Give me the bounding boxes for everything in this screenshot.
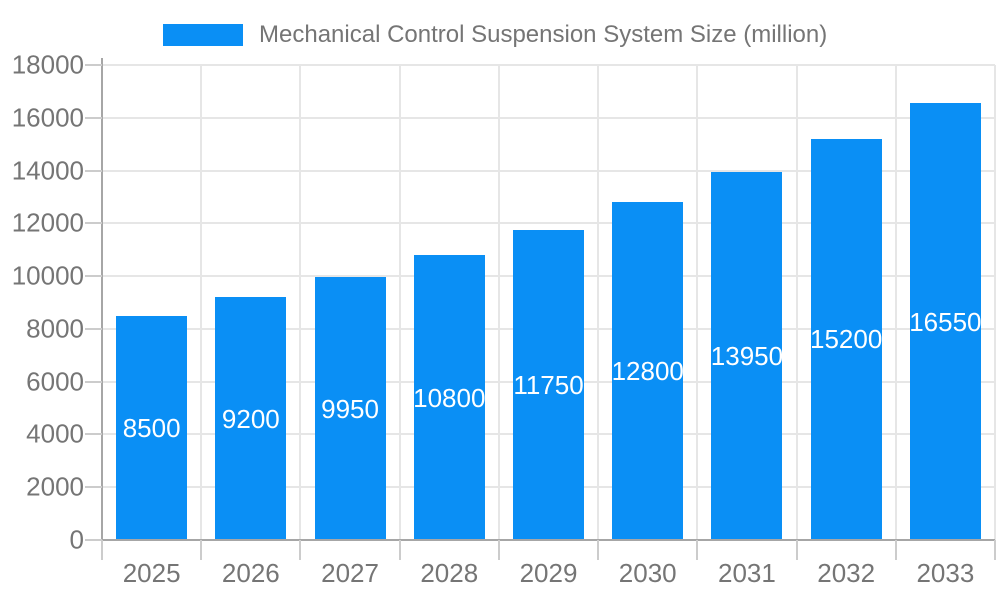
x-axis-tick — [101, 540, 103, 560]
gridline-v — [398, 65, 401, 540]
gridline-v — [200, 65, 203, 540]
gridline-v — [795, 65, 798, 540]
x-axis-label: 2026 — [221, 558, 280, 588]
x-axis-label: 2028 — [420, 558, 479, 588]
x-axis-label: 2031 — [718, 558, 776, 588]
y-axis-label: 14000 — [11, 155, 84, 186]
bar — [909, 103, 981, 540]
y-axis-tick — [85, 486, 102, 489]
gridline-h — [102, 64, 995, 66]
y-axis-tick — [85, 275, 102, 278]
gridline-h — [102, 222, 995, 225]
x-axis-label: 2025 — [122, 558, 181, 588]
legend: Mechanical Control Suspension System Siz… — [163, 21, 827, 49]
gridline-v — [597, 65, 600, 540]
x-axis-tick — [200, 540, 203, 560]
y-axis-tick — [85, 116, 102, 119]
x-axis-label: 2030 — [618, 558, 677, 588]
x-axis-tick — [994, 540, 996, 560]
bar-value-label: 11750 — [513, 369, 584, 400]
y-axis-label: 16000 — [11, 102, 84, 133]
y-axis-label: 18000 — [11, 49, 84, 80]
bar — [612, 202, 684, 540]
bar-value-label: 8500 — [122, 412, 181, 443]
y-axis-tick — [85, 222, 102, 225]
bar-value-label: 15200 — [810, 324, 883, 355]
gridline-v — [696, 65, 699, 540]
bar-value-label: 9950 — [321, 393, 379, 424]
y-axis-tick — [85, 433, 102, 436]
x-axis-tick — [894, 540, 897, 560]
y-axis-tick — [85, 539, 102, 541]
bar-value-label: 10800 — [413, 382, 486, 413]
y-axis-label: 8000 — [26, 313, 84, 344]
x-axis-label: 2029 — [519, 558, 578, 588]
y-axis-line — [101, 58, 103, 560]
x-axis-tick — [497, 540, 500, 560]
gridline-h — [102, 116, 995, 119]
y-axis-tick — [85, 327, 102, 330]
x-axis-tick — [795, 540, 798, 560]
x-axis-line — [102, 539, 995, 541]
gridline-v — [894, 65, 897, 540]
x-axis-tick — [597, 540, 600, 560]
y-axis-tick — [85, 169, 102, 172]
y-axis-label: 4000 — [26, 418, 84, 449]
y-axis-tick — [85, 380, 102, 383]
bar — [711, 171, 783, 540]
bar-value-label: 9200 — [221, 403, 280, 434]
y-axis-label: 10000 — [11, 260, 84, 291]
gridline-v — [497, 65, 500, 540]
bar — [413, 255, 485, 540]
bar-value-label: 12800 — [611, 356, 684, 387]
y-axis-label: 0 — [69, 524, 84, 555]
legend-swatch — [163, 24, 243, 46]
bar-value-label: 16550 — [909, 306, 982, 337]
y-axis-label: 2000 — [26, 471, 84, 502]
bar-value-label: 13950 — [710, 340, 784, 371]
gridline-h — [102, 169, 995, 172]
x-axis-label: 2027 — [321, 558, 379, 588]
x-axis-label: 2033 — [916, 558, 975, 588]
chart-title: Mechanical Control Suspension System Siz… — [259, 21, 828, 48]
y-axis-tick — [85, 64, 102, 66]
y-axis-label: 6000 — [26, 366, 84, 397]
x-axis-tick — [696, 540, 699, 560]
bar — [314, 277, 386, 540]
bar — [513, 229, 584, 540]
x-axis-tick — [299, 540, 302, 560]
y-axis-label: 12000 — [11, 207, 84, 238]
x-axis-tick — [398, 540, 401, 560]
gridline-v — [994, 65, 996, 540]
gridline-v — [299, 65, 302, 540]
bar — [215, 297, 287, 540]
x-axis-label: 2032 — [817, 558, 876, 588]
bar — [810, 138, 882, 540]
bar — [116, 315, 188, 540]
